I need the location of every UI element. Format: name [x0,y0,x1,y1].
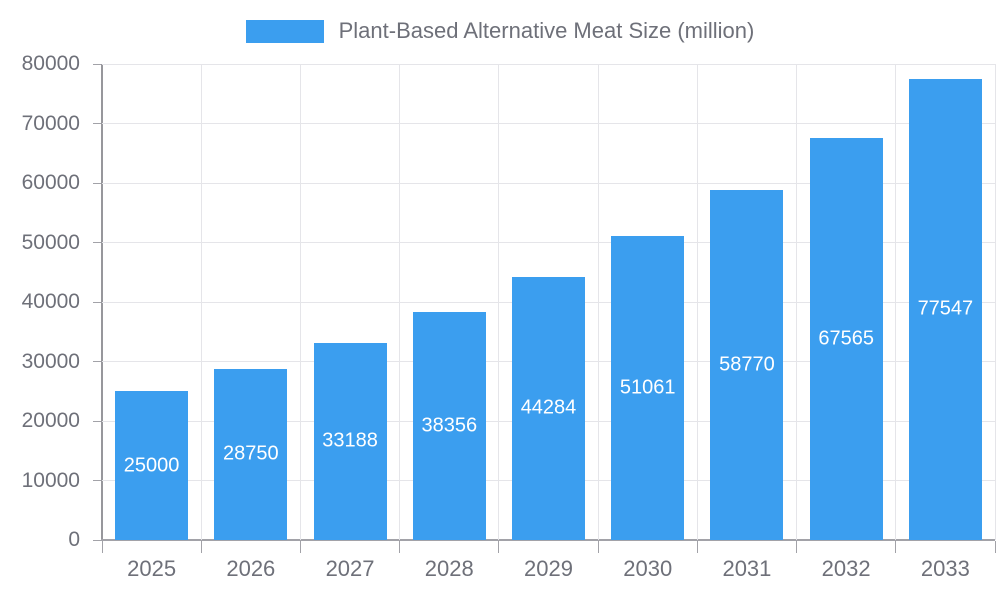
x-gridline [399,64,401,540]
bar-2025[interactable]: 25000 [115,391,189,540]
y-axis-label: 60000 [21,171,80,194]
y-gridline [102,182,995,184]
y-axis-label: 70000 [21,111,80,135]
x-axis-label: 2028 [424,556,474,581]
y-axis-tick [93,123,101,124]
bar-2029[interactable]: 44284 [512,276,585,540]
x-gridline [597,64,599,540]
y-axis-label: 80000 [21,52,80,75]
x-gridline [895,64,897,540]
bar-value-label: 77547 [917,297,974,320]
x-axis-label: 2032 [821,556,871,581]
x-axis-tick [696,541,698,553]
x-gridline [498,64,500,540]
x-axis-tick [101,541,103,553]
x-gridline [796,64,798,540]
x-gridline [696,64,698,540]
x-axis-tick [994,541,996,553]
x-axis-tick [498,541,500,553]
bar-value-label: 33188 [322,429,378,452]
legend-label: Plant-Based Alternative Meat Size (milli… [338,18,755,43]
bar-2027[interactable]: 33188 [313,342,387,540]
x-axis-label: 2025 [127,556,177,581]
bar-2032[interactable]: 67565 [809,138,883,540]
y-axis-label: 10000 [21,468,80,492]
x-gridline [994,64,996,540]
y-axis-tick [93,182,101,184]
x-axis-label: 2026 [226,556,276,581]
y-axis-tick [93,63,101,65]
chart-legend[interactable]: Plant-Based Alternative Meat Size (milli… [0,18,1000,44]
y-axis-tick [93,539,101,541]
x-axis-tick [597,541,599,553]
y-gridline [102,123,995,124]
y-axis-label: 0 [68,528,80,551]
y-axis-tick [93,361,101,362]
x-axis-line [101,539,995,541]
x-axis-tick [399,541,401,553]
y-axis-label: 30000 [21,349,80,373]
x-gridline [200,64,202,540]
x-axis-tick [299,541,301,553]
x-axis-label: 2027 [325,556,375,581]
bar-2026[interactable]: 28750 [214,368,288,540]
bar-value-label: 58770 [719,353,775,376]
x-axis-label: 2033 [920,556,970,581]
y-gridline [102,63,995,65]
bar-value-label: 38356 [421,414,478,437]
bar-2028[interactable]: 38356 [412,311,486,540]
bar-value-label: 28750 [223,442,279,465]
x-gridline [299,64,301,540]
y-gridline [102,242,995,243]
y-axis-tick [93,301,101,303]
bar-value-label: 25000 [123,454,180,477]
bar-value-label: 51061 [619,376,676,399]
x-axis-label: 2029 [524,556,573,581]
bar-2031[interactable]: 58770 [710,190,784,540]
y-axis-tick [93,420,101,422]
y-axis-tick [93,242,101,243]
x-axis-label: 2031 [722,556,772,581]
y-axis-label: 50000 [21,230,80,254]
y-axis-tick [93,480,101,481]
plot-area: 25000 28750 33188 38356 44284 51061 58770 67565… [93,63,996,553]
y-axis-label: 40000 [21,290,80,313]
x-axis-tick [796,541,798,553]
x-axis-tick [895,541,897,553]
x-axis-tick [200,541,202,553]
bar-value-label: 44284 [520,396,577,419]
bar-2030[interactable]: 51061 [611,236,685,540]
bar-value-label: 67565 [818,327,874,350]
x-axis-label: 2030 [623,556,673,581]
legend-swatch-icon [245,19,324,43]
bar-2033[interactable]: 77547 [908,78,982,540]
y-axis-label: 20000 [21,409,80,432]
